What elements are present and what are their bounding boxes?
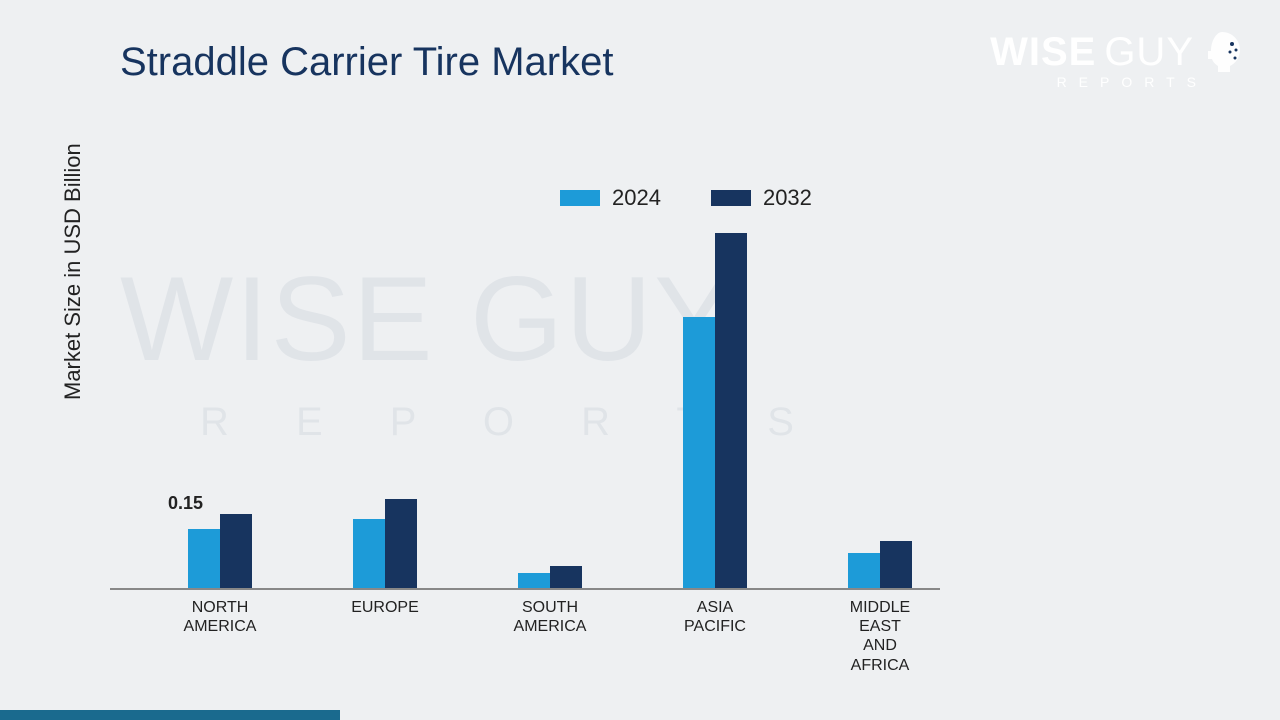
- bar-pair: [188, 514, 252, 588]
- bar-2024: [353, 519, 385, 588]
- logo-text-2: GUY: [1104, 30, 1194, 75]
- brand-logo: WISE GUY REPORTS: [990, 28, 1250, 90]
- plot-area: NORTH AMERICA0.15 EUROPE SOUTH AMERICA ASIA…: [110, 220, 940, 590]
- bar-2024: [683, 317, 715, 588]
- legend-swatch-2024: [560, 190, 600, 206]
- bar-2024: [188, 529, 220, 588]
- category-label: ASIA PACIFIC: [645, 598, 785, 636]
- footer-accent-bar: [0, 710, 340, 720]
- legend-label-2032: 2032: [763, 185, 812, 211]
- bar-pair: [848, 541, 912, 588]
- category-label: SOUTH AMERICA: [480, 598, 620, 636]
- bar-2032: [550, 566, 582, 588]
- legend-item-2032: 2032: [711, 185, 812, 211]
- logo-subtext: REPORTS: [990, 74, 1250, 90]
- legend-label-2024: 2024: [612, 185, 661, 211]
- y-axis-label: Market Size in USD Billion: [60, 143, 86, 400]
- chart-title: Straddle Carrier Tire Market: [120, 40, 613, 85]
- category-label: EUROPE: [315, 598, 455, 617]
- bar-2024: [518, 573, 550, 588]
- bar-2032: [880, 541, 912, 588]
- bar-group: SOUTH AMERICA: [490, 220, 610, 590]
- legend-swatch-2032: [711, 190, 751, 206]
- bar-2032: [715, 233, 747, 588]
- logo-text-1: WISE: [990, 30, 1096, 75]
- bar-group: MIDDLE EAST AND AFRICA: [820, 220, 940, 590]
- category-label: NORTH AMERICA: [150, 598, 290, 636]
- chart-stage: WISE GUY REPORTS WISE GUY R E P O R T S …: [0, 0, 1280, 720]
- bar-pair: [353, 499, 417, 588]
- bar-group: NORTH AMERICA0.15: [160, 220, 280, 590]
- legend-item-2024: 2024: [560, 185, 661, 211]
- bar-pair: [518, 566, 582, 588]
- bar-group: EUROPE: [325, 220, 445, 590]
- bar-pair: [683, 233, 747, 588]
- bar-2032: [385, 499, 417, 588]
- category-label: MIDDLE EAST AND AFRICA: [810, 598, 950, 675]
- legend: 2024 2032: [560, 185, 812, 211]
- bar-group: ASIA PACIFIC: [655, 220, 775, 590]
- bar-2032: [220, 514, 252, 588]
- logo-head-icon: [1202, 28, 1250, 76]
- bar-2024: [848, 553, 880, 588]
- bar-value-label: 0.15: [168, 493, 203, 514]
